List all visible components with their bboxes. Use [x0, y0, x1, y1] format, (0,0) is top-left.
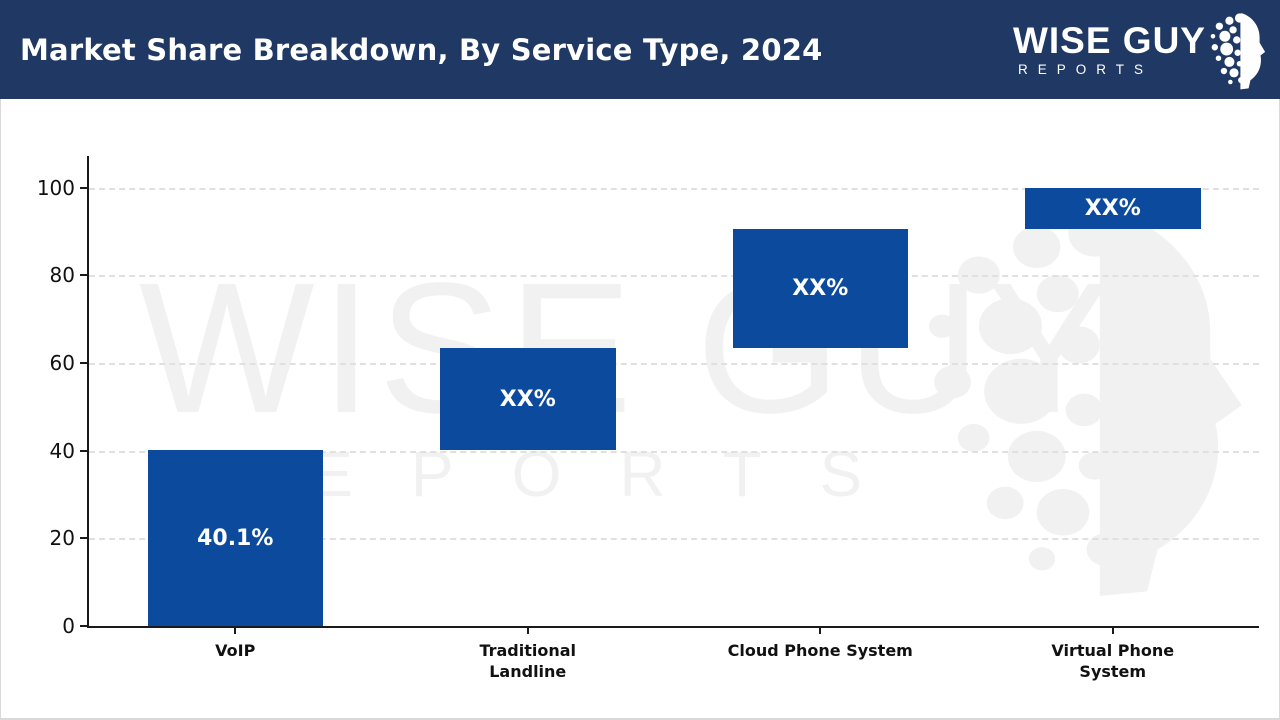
y-tick-mark-80: [80, 274, 88, 277]
bar-voip: 40.1%: [147, 450, 323, 626]
category-label-virtual-phone-system: Virtual Phone System: [1051, 641, 1175, 681]
x-tick-mark-voip: [234, 626, 237, 634]
y-tick-label-20: 20: [49, 526, 75, 551]
gridline-80: [89, 275, 1259, 278]
x-axis-line: [87, 626, 1259, 628]
y-tick-mark-40: [80, 449, 88, 452]
y-tick-mark-0: [80, 625, 88, 627]
bar-virtual-phone-system: XX%: [1025, 187, 1201, 229]
x-tick-mark-virtual-phone-system: [1111, 626, 1114, 634]
wiseguy-head-icon: [1210, 12, 1266, 89]
category-label-traditional-landline: Traditional Landline: [479, 641, 577, 681]
gridline-100: [89, 187, 1259, 190]
x-tick-mark-cloud-phone-system: [819, 626, 822, 634]
brand-subtitle: REPORTS: [1017, 62, 1153, 77]
gridline-40: [89, 450, 1259, 453]
y-axis-line: [87, 156, 89, 626]
bar-value-label-cloud-phone-system: XX%: [792, 275, 849, 301]
y-tick-mark-100: [80, 186, 88, 189]
bar-value-label-voip: 40.1%: [197, 525, 274, 551]
brand-name: WISE GUY: [1012, 20, 1206, 61]
y-tick-label-80: 80: [49, 263, 75, 288]
y-tick-mark-60: [80, 361, 88, 364]
y-tick-label-0: 0: [62, 614, 75, 638]
bar-value-label-traditional-landline: XX%: [499, 386, 556, 412]
y-tick-label-40: 40: [49, 438, 75, 463]
brand-wordmark: WISE GUY REPORTS: [1013, 22, 1206, 77]
category-label-voip: VoIP: [215, 641, 256, 660]
brand-logo: WISE GUY REPORTS: [1013, 9, 1266, 91]
app-header: Market Share Breakdown, By Service Type,…: [0, 0, 1280, 99]
chart-card: WISE GUY REPORTS 0 20 40 60 80 100 40.1% VoIP XX…: [0, 99, 1280, 720]
x-tick-mark-traditional-landline: [526, 626, 529, 634]
y-tick-label-60: 60: [49, 350, 75, 375]
y-tick-label-100: 100: [36, 175, 75, 200]
page-title: Market Share Breakdown, By Service Type,…: [20, 32, 823, 67]
bar-value-label-virtual-phone-system: XX%: [1084, 195, 1141, 221]
category-label-cloud-phone-system: Cloud Phone System: [727, 641, 913, 660]
bar-cloud-phone-system: XX%: [732, 228, 908, 348]
bar-traditional-landline: XX%: [440, 348, 616, 451]
plot-area: 0 20 40 60 80 100 40.1% VoIP XX% Traditional Landl…: [37, 156, 1259, 681]
gridline-60: [89, 362, 1259, 365]
gridline-20: [89, 538, 1259, 541]
y-tick-mark-20: [80, 537, 88, 540]
